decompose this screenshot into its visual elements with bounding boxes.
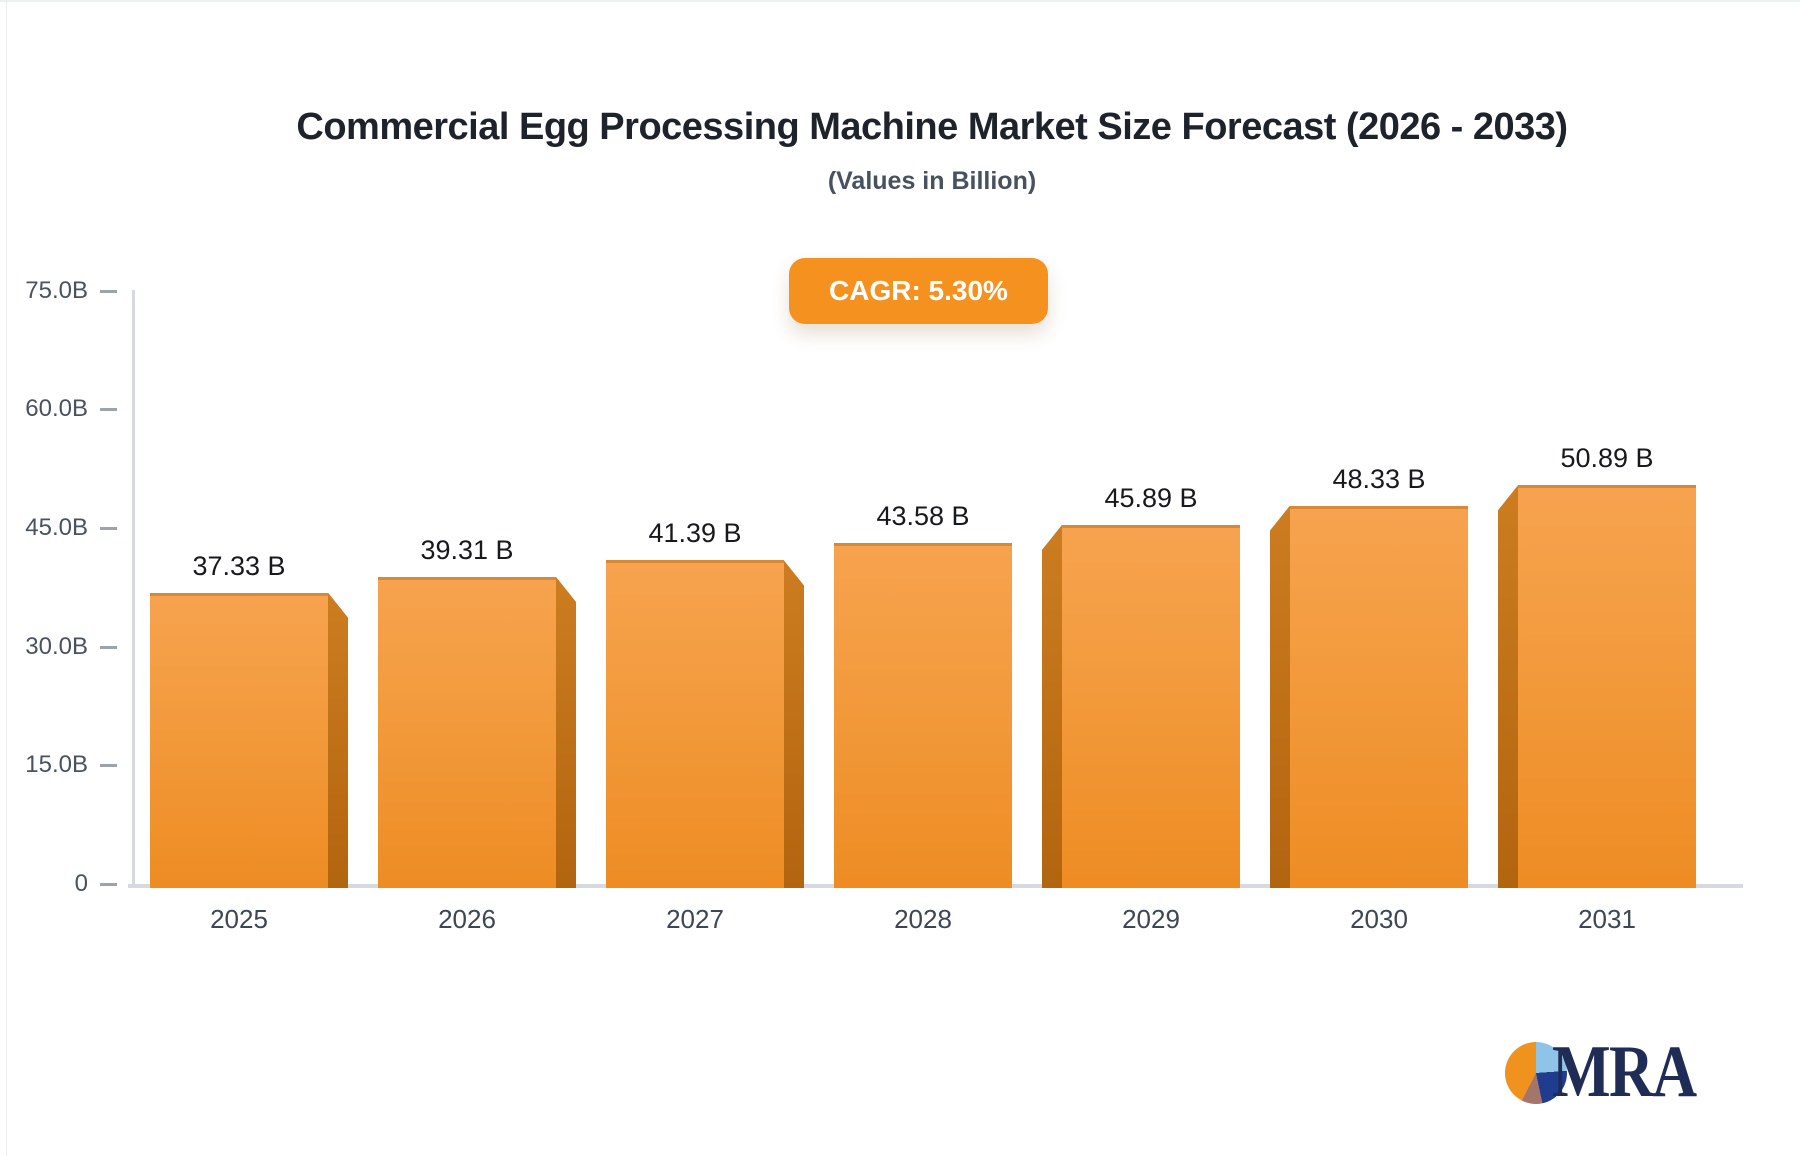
bar-2030	[1290, 505, 1468, 888]
bar-2029	[1062, 524, 1240, 888]
bar-value-label: 50.89 B	[1560, 443, 1654, 474]
bar-3d-side	[556, 576, 576, 888]
x-axis-label: 2031	[1578, 904, 1636, 934]
x-axis-label: 2026	[438, 904, 496, 934]
page-left-border	[6, 0, 7, 1156]
logo-text: MRA	[1552, 1031, 1697, 1113]
x-axis-label: 2028	[894, 904, 952, 934]
y-tick-label: 60.0B	[25, 395, 88, 423]
bar-value-label: 37.33 B	[192, 550, 286, 581]
bar-2025	[150, 592, 328, 888]
bar-3d-side	[1270, 505, 1290, 888]
x-axis-label: 2030	[1350, 904, 1408, 934]
bar-value-label: 45.89 B	[1104, 482, 1198, 513]
bar-value-label: 43.58 B	[876, 501, 970, 532]
pie-chart-logo-icon	[1505, 1042, 1567, 1104]
x-axis-label: 2029	[1122, 904, 1180, 934]
bar-2028	[834, 543, 1012, 888]
y-tick-mark	[100, 883, 117, 886]
y-tick-mark	[100, 289, 117, 293]
y-tick-label: 15.0B	[25, 751, 88, 779]
y-tick-mark	[100, 764, 117, 768]
y-axis-line	[132, 290, 135, 888]
bar-3d-side	[1498, 485, 1518, 888]
y-tick-mark	[100, 526, 117, 530]
page-top-border	[0, 0, 1800, 2]
bar-2026	[378, 576, 556, 888]
bar-value-label: 39.31 B	[420, 534, 514, 565]
cagr-badge: CAGR: 5.30%	[789, 258, 1048, 324]
bar-value-label: 41.39 B	[648, 518, 742, 549]
chart-title: Commercial Egg Processing Machine Market…	[296, 106, 1568, 148]
x-axis-label: 2025	[210, 904, 268, 934]
bar-3d-side	[784, 560, 804, 888]
bar-value-label: 48.33 B	[1332, 463, 1426, 494]
y-tick-mark	[100, 645, 117, 649]
y-tick-label: 45.0B	[25, 513, 88, 541]
bar-3d-side	[328, 592, 348, 888]
bar-3d-side	[1042, 524, 1062, 888]
mra-logo: MRA	[1505, 1031, 1765, 1113]
chart-subtitle: (Values in Billion)	[827, 167, 1037, 195]
y-tick-label: 75.0B	[25, 276, 88, 304]
x-axis-label: 2027	[666, 904, 724, 934]
y-tick-label: 30.0B	[25, 632, 88, 660]
y-tick-label: 0	[74, 870, 88, 897]
bar-2031	[1518, 485, 1696, 888]
bar-2027	[606, 560, 784, 888]
y-tick-mark	[100, 408, 117, 412]
